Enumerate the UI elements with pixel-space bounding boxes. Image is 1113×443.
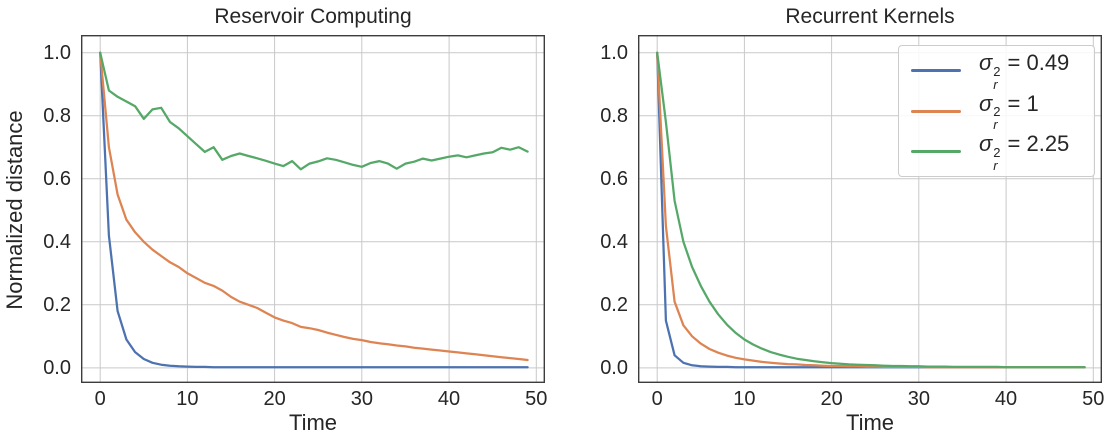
- x-tick-label: 20: [820, 388, 843, 410]
- legend-entry-2: σ 2 r = 2.25: [899, 131, 1094, 173]
- y-tick-label: 0.0: [600, 356, 628, 379]
- y-tick-label: 0.4: [600, 230, 628, 253]
- legend-label: σ 2 r = 1: [979, 90, 1039, 133]
- legend-line-sample: [911, 109, 961, 113]
- x-tick-label: 20: [263, 388, 286, 410]
- x-axis-label: Time: [845, 410, 895, 435]
- plot-area: [80, 34, 546, 384]
- axes-frame: [80, 34, 546, 384]
- y-tick-label: 0.0: [43, 356, 71, 379]
- legend: σ 2 r = 0.49 σ 2 r = 1 σ 2 r = 2.25: [898, 45, 1095, 177]
- legend-entry-1: σ 2 r = 1: [899, 90, 1094, 133]
- legend-label: σ 2 r = 0.49: [979, 50, 1070, 92]
- axes-frame: [637, 34, 1103, 384]
- y-tick-label: 0.8: [600, 104, 628, 127]
- panel-title: Recurrent Kernels: [785, 5, 955, 28]
- x-tick-label: 30: [350, 388, 373, 410]
- panel-recurrent-kernels: Recurrent Kernels 0.0 0.2 0.4 0.6 0.8 1.0 0 10…: [557, 0, 1113, 443]
- y-tick-label: 1.0: [43, 41, 71, 64]
- plot-area: [637, 34, 1103, 384]
- series-line-2: [99, 51, 529, 171]
- x-tick-label: 0: [651, 388, 663, 410]
- y-tick-label: 0.2: [43, 293, 71, 316]
- x-tick-label: 10: [733, 388, 756, 410]
- legend-entry-0: σ 2 r = 0.49: [899, 50, 1094, 92]
- y-tick-label: 0.8: [43, 104, 71, 127]
- y-tick-label: 0.2: [600, 293, 628, 316]
- legend-label: σ 2 r = 2.25: [979, 131, 1070, 173]
- y-tick-label: 0.6: [43, 167, 71, 190]
- y-tick-label: 0.4: [43, 230, 71, 253]
- x-tick-label: 10: [176, 388, 199, 410]
- x-axis-label: Time: [288, 410, 338, 435]
- panel-reservoir-computing: Reservoir Computing Normalized distance …: [0, 0, 556, 443]
- legend-line-sample: [911, 69, 961, 72]
- series-line-1: [99, 51, 529, 362]
- x-tick-label: 30: [907, 388, 930, 410]
- y-tick-label: 1.0: [600, 41, 628, 64]
- x-tick-label: 50: [1082, 388, 1105, 410]
- series-line-0: [99, 51, 529, 369]
- x-tick-label: 0: [94, 388, 106, 410]
- panel-title: Reservoir Computing: [214, 5, 412, 28]
- y-axis-label: Normalized distance: [2, 110, 27, 310]
- legend-line-sample: [911, 150, 961, 153]
- x-tick-label: 40: [994, 388, 1018, 410]
- series-line-2: [656, 51, 1086, 369]
- x-tick-label: 50: [525, 388, 548, 410]
- x-tick-label: 40: [437, 388, 461, 410]
- y-tick-label: 0.6: [600, 167, 628, 190]
